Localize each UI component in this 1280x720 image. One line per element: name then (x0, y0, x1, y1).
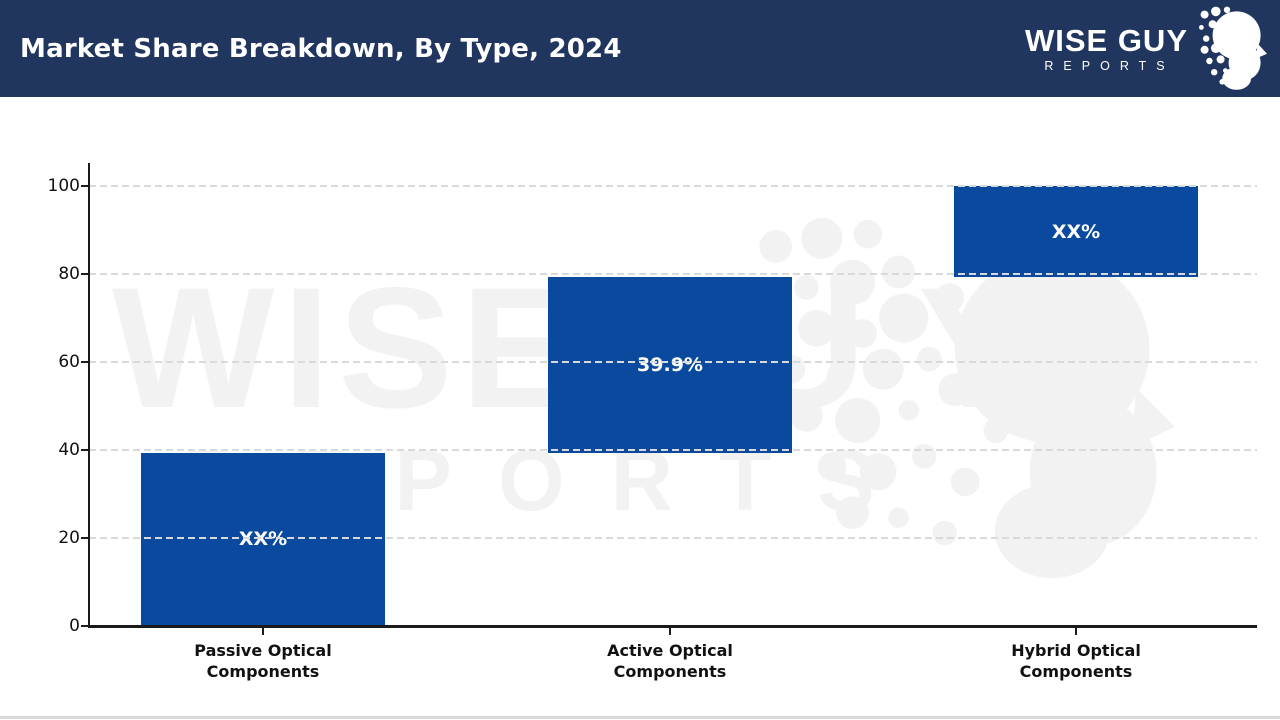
x-axis-line (89, 625, 1257, 628)
y-axis-tick-label: 100 (47, 176, 80, 196)
bar-value-label: XX% (1051, 220, 1101, 243)
y-axis-tick-mark (81, 449, 88, 451)
y-axis-tick-mark (81, 185, 88, 187)
bottom-border (0, 716, 1280, 719)
y-axis-line (88, 163, 90, 628)
x-axis-tick-mark (1075, 628, 1077, 635)
gridline (89, 273, 1257, 275)
x-axis-category-label: Hybrid Optical Components (1011, 641, 1141, 681)
bar-value-label: 39.9% (637, 353, 703, 376)
brand-logo-text: WISE GUY REPORTS (1025, 25, 1188, 73)
x-axis-category-label: Passive Optical Components (194, 641, 332, 681)
y-axis-tick-mark (81, 537, 88, 539)
x-axis-category-label: Active Optical Components (607, 641, 733, 681)
watermark-face-icon (759, 217, 1175, 579)
x-axis-tick-mark (669, 628, 671, 635)
brand-subtitle: REPORTS (1044, 58, 1175, 73)
bar-value-label: XX% (238, 528, 288, 551)
brand-logo: WISE GUY REPORTS (1025, 5, 1280, 93)
header-bar: Market Share Breakdown, By Type, 2024 WI… (0, 0, 1280, 97)
brand-name: WISE GUY (1024, 22, 1188, 58)
gridline (89, 537, 1257, 539)
bar-segment: XX% (141, 452, 385, 626)
x-axis-tick-mark (262, 628, 264, 635)
brand-face-icon (1199, 6, 1267, 90)
y-axis-tick-label: 80 (58, 264, 80, 284)
page-title: Market Share Breakdown, By Type, 2024 (20, 33, 622, 64)
y-axis-tick-label: 40 (58, 440, 80, 460)
gridline (89, 185, 1257, 187)
bar-segment: XX% (954, 186, 1198, 278)
gridline (89, 361, 1257, 363)
y-axis-tick-label: 20 (58, 528, 80, 548)
y-axis-tick-label: 0 (69, 616, 80, 636)
y-axis-tick-label: 60 (58, 352, 80, 372)
watermark-text-wise: WISE (112, 252, 584, 444)
y-axis-tick-mark (81, 361, 88, 363)
gridline (89, 449, 1257, 451)
y-axis-tick-mark (81, 273, 88, 275)
bar-segment: 39.9% (548, 277, 792, 453)
y-axis-tick-mark (81, 625, 88, 627)
